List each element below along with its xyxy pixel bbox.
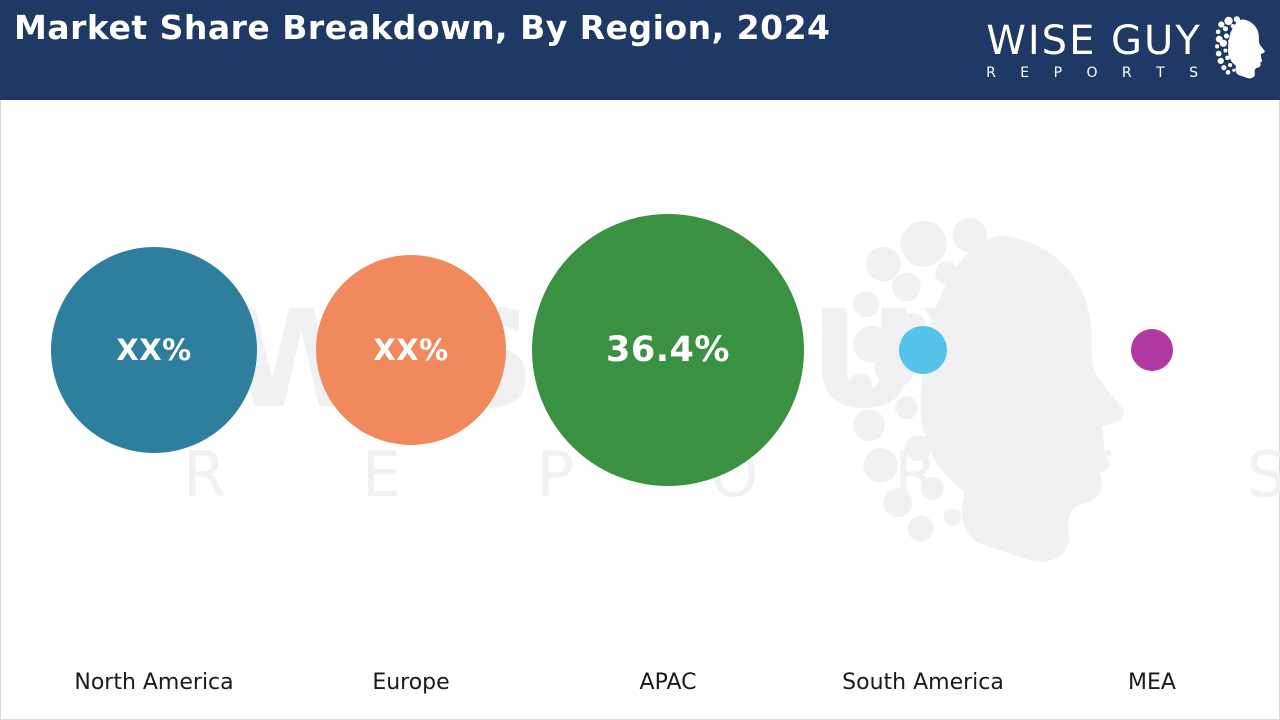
bubble-apac: 36.4%	[532, 214, 804, 486]
header-bar: Market Share Breakdown, By Region, 2024 …	[0, 0, 1280, 100]
wise-guy-reports-logo: WISE GUY R E P O R T S	[980, 6, 1266, 94]
bubble-north-america: XX%	[51, 247, 257, 453]
page-title: Market Share Breakdown, By Region, 2024	[14, 8, 831, 47]
category-label-europe: Europe	[372, 670, 450, 695]
logo-subtitle: R E P O R T S	[986, 64, 1208, 81]
category-label-apac: APAC	[639, 670, 697, 695]
bubble-mea	[1131, 329, 1173, 371]
logo-wordmark: WISE GUY	[986, 17, 1202, 64]
category-label-south-america: South America	[842, 670, 1004, 695]
bubble-value-label: 36.4%	[606, 330, 730, 370]
watermark-dotted-head-icon	[843, 218, 1131, 592]
chart-area: WISE GUY R E P O R T S XX%North AmericaX…	[0, 100, 1280, 720]
dotted-head-profile-icon	[1214, 15, 1266, 85]
bubble-south-america	[899, 326, 947, 374]
category-label-mea: MEA	[1128, 670, 1176, 695]
category-label-north-america: North America	[74, 670, 234, 695]
bubble-europe: XX%	[316, 255, 506, 445]
bubble-value-label: XX%	[116, 333, 192, 367]
logo-text: WISE GUY R E P O R T S	[980, 21, 1208, 80]
bubble-value-label: XX%	[373, 333, 449, 367]
